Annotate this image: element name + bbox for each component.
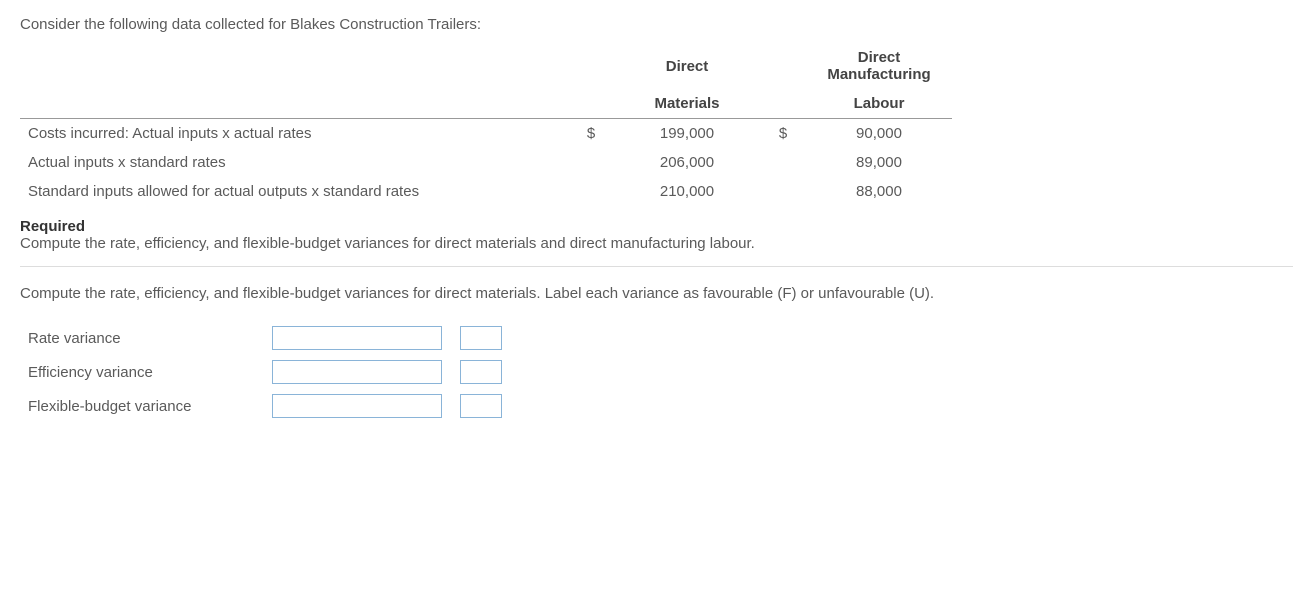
required-block: Required Compute the rate, efficiency, a… bbox=[20, 218, 1293, 252]
required-description: Compute the rate, efficiency, and flexib… bbox=[20, 235, 755, 252]
row-label: Costs incurred: Actual inputs x actual r… bbox=[20, 119, 568, 149]
answer-row: Flexible-budget variance bbox=[22, 390, 508, 422]
dml-value: 90,000 bbox=[806, 119, 952, 149]
required-label: Required bbox=[20, 218, 85, 235]
dml-value: 88,000 bbox=[806, 177, 952, 206]
table-row: Costs incurred: Actual inputs x actual r… bbox=[20, 119, 952, 149]
rate-variance-input[interactable] bbox=[272, 326, 442, 350]
answer-row: Rate variance bbox=[22, 322, 508, 354]
intro-text: Consider the following data collected fo… bbox=[20, 16, 1293, 33]
rate-variance-flag-input[interactable] bbox=[460, 326, 502, 350]
table-row: Actual inputs x standard rates 206,000 8… bbox=[20, 148, 952, 177]
dm-value: 199,000 bbox=[614, 119, 760, 149]
dm-value: 206,000 bbox=[614, 148, 760, 177]
dml-value: 89,000 bbox=[806, 148, 952, 177]
flexible-budget-variance-input[interactable] bbox=[272, 394, 442, 418]
dm-value: 210,000 bbox=[614, 177, 760, 206]
table-row: Standard inputs allowed for actual outpu… bbox=[20, 177, 952, 206]
row-label: Actual inputs x standard rates bbox=[20, 148, 568, 177]
row-label: Standard inputs allowed for actual outpu… bbox=[20, 177, 568, 206]
header-empty bbox=[20, 43, 568, 89]
header-direct: Direct bbox=[614, 43, 760, 89]
efficiency-variance-input[interactable] bbox=[272, 360, 442, 384]
header-labour: Labour bbox=[806, 89, 952, 119]
data-table: Direct Direct Manufacturing Materials La… bbox=[20, 43, 952, 206]
header-direct-mfg: Direct Manufacturing bbox=[806, 43, 952, 89]
header-materials: Materials bbox=[614, 89, 760, 119]
currency-symbol: $ bbox=[760, 119, 806, 149]
currency-symbol: $ bbox=[568, 119, 614, 149]
answer-row: Efficiency variance bbox=[22, 356, 508, 388]
instruction-text: Compute the rate, efficiency, and flexib… bbox=[20, 285, 1293, 302]
efficiency-variance-label: Efficiency variance bbox=[22, 356, 264, 388]
answers-table: Rate variance Efficiency variance Flexib… bbox=[20, 320, 510, 424]
divider bbox=[20, 266, 1293, 267]
efficiency-variance-flag-input[interactable] bbox=[460, 360, 502, 384]
flexible-budget-variance-flag-input[interactable] bbox=[460, 394, 502, 418]
flexible-budget-variance-label: Flexible-budget variance bbox=[22, 390, 264, 422]
rate-variance-label: Rate variance bbox=[22, 322, 264, 354]
